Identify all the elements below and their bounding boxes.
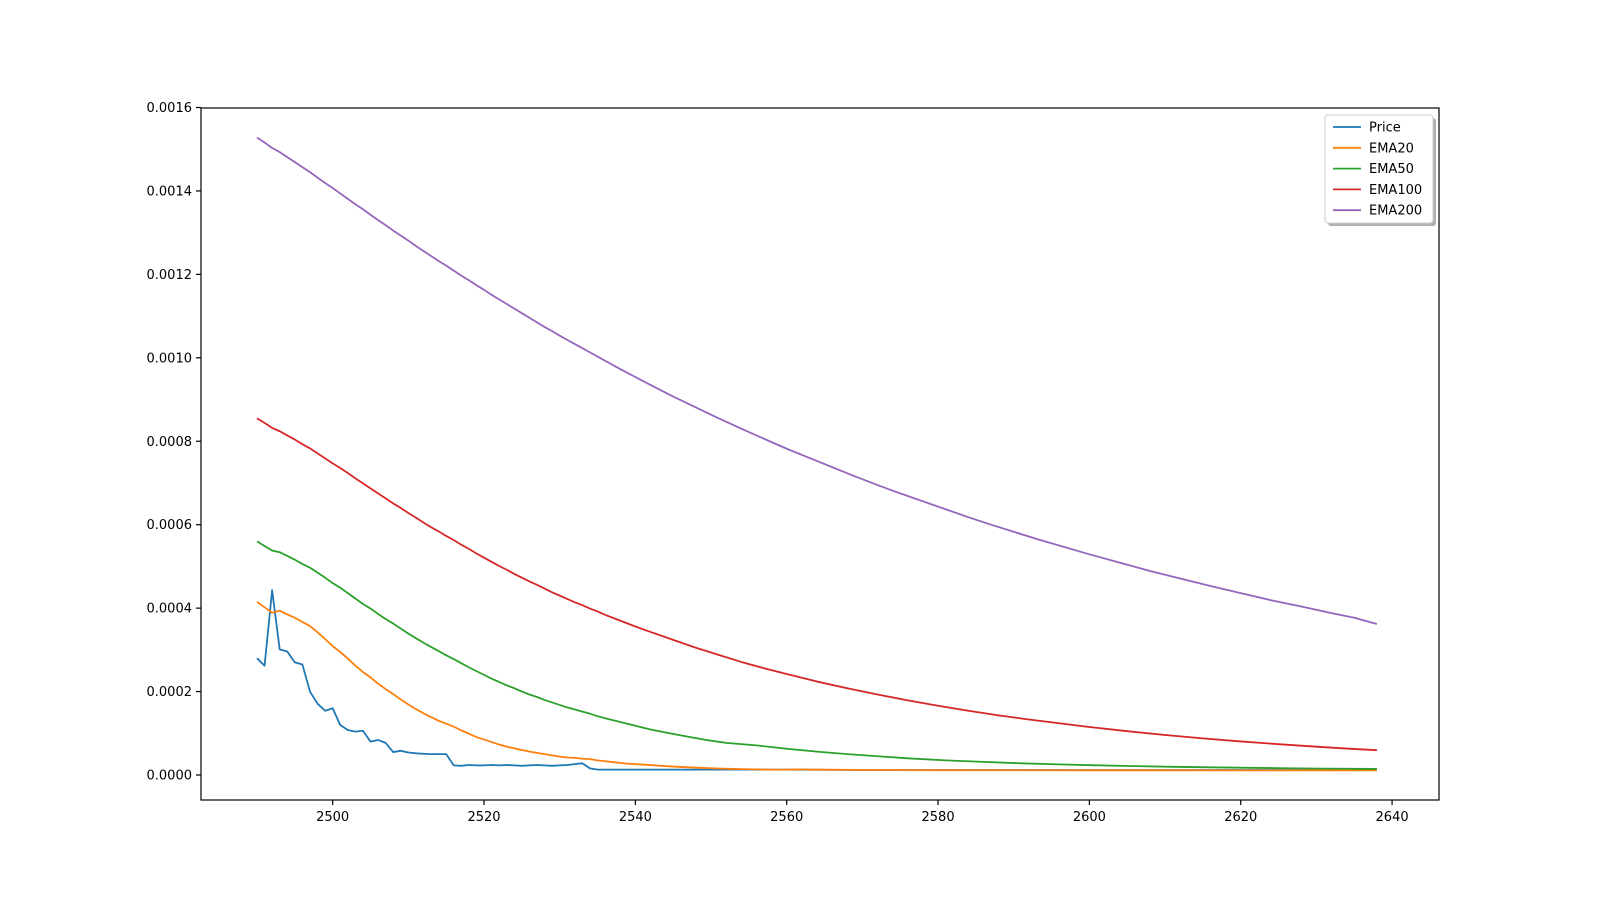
x-axis-tick-label: 2520: [467, 810, 500, 825]
legend-entry-EMA20: EMA20: [1333, 141, 1414, 156]
series-line-EMA50: [256, 540, 1377, 770]
y-axis-tick-label: 0.0010: [147, 351, 193, 366]
x-axis-tick-label: 2580: [922, 810, 955, 825]
y-axis-tick-label: 0.0008: [147, 435, 193, 450]
legend-entry-EMA200: EMA200: [1333, 204, 1422, 219]
legend-entry-EMA50: EMA50: [1333, 162, 1414, 177]
y-axis-tick-label: 0.0002: [147, 685, 193, 700]
x-axis-tick-label: 2540: [619, 810, 652, 825]
y-axis-tick-label: 0.0006: [147, 518, 193, 533]
legend-entry-EMA100: EMA100: [1333, 183, 1422, 198]
legend-label: EMA100: [1369, 183, 1422, 198]
legend: Price EMA20 EMA50 EMA100 EMA200: [1324, 114, 1436, 226]
legend-label: EMA50: [1369, 162, 1414, 177]
y-axis-tick-label: 0.0016: [147, 101, 193, 116]
legend-box: [1324, 114, 1434, 224]
x-axis-tick-label: 2620: [1224, 810, 1257, 825]
legend-label: EMA20: [1369, 141, 1414, 156]
x-axis-tick-label: 2560: [770, 810, 803, 825]
legend-label: EMA200: [1369, 204, 1422, 219]
x-axis-tick-label: 2640: [1376, 810, 1409, 825]
plot-area: [201, 108, 1439, 800]
legend-entry-Price: Price: [1333, 121, 1401, 136]
series-line-EMA20: [256, 601, 1377, 772]
x-axis-tick-label: 2600: [1073, 810, 1106, 825]
y-axis-tick-label: 0.0012: [147, 268, 193, 283]
axes-spines: [200, 107, 1440, 801]
series-line-Price: [256, 589, 1377, 771]
y-axis-tick-label: 0.0000: [147, 769, 193, 784]
y-axis-tick-label: 0.0014: [147, 184, 193, 199]
series-line-EMA200: [256, 136, 1378, 625]
x-axis-tick-label: 2500: [316, 810, 349, 825]
y-axis-tick-label: 0.0004: [147, 602, 193, 617]
series-line-EMA100: [256, 417, 1377, 752]
legend-label: Price: [1369, 121, 1401, 136]
